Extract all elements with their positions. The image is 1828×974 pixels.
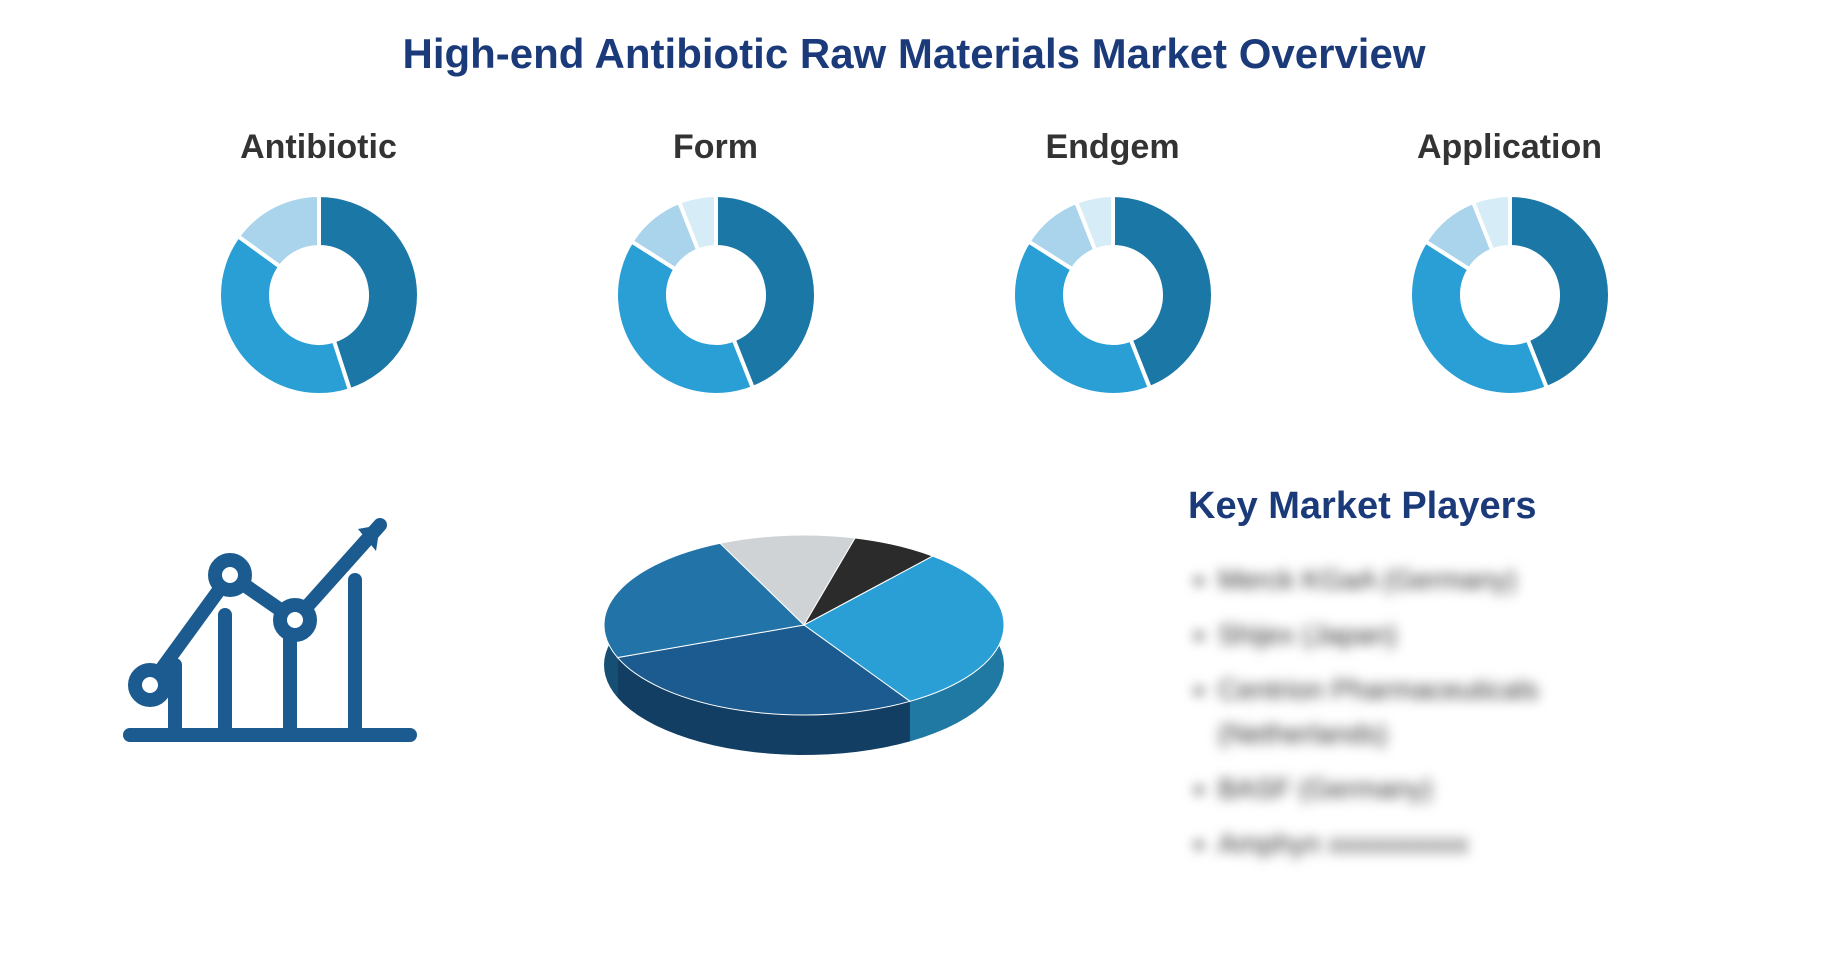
pie-3d-chart	[564, 485, 1044, 785]
donut-application: Application	[1400, 128, 1620, 405]
page-title: High-end Antibiotic Raw Materials Market…	[120, 30, 1708, 78]
donut-label-antibiotic: Antibiotic	[240, 128, 397, 167]
donut-label-form: Form	[673, 128, 758, 167]
donut-chart-application	[1400, 185, 1620, 405]
list-item: Shijex (Japan)	[1218, 613, 1708, 658]
key-players-title: Key Market Players	[1188, 485, 1708, 528]
donut-label-endgem: Endgem	[1045, 128, 1179, 167]
donut-form: Form	[606, 128, 826, 405]
list-item: Centrion Pharmaceuticals (Netherlands)	[1218, 668, 1708, 758]
key-players-list: Merck KGaA (Germany) Shijex (Japan) Centri…	[1188, 558, 1708, 867]
key-players-block: Key Market Players Merck KGaA (Germany) S…	[1188, 485, 1708, 877]
donut-row: Antibiotic Form Endgem Application	[120, 128, 1708, 405]
donut-chart-antibiotic	[209, 185, 429, 405]
list-item: Amphyn xxxxxxxxxx	[1218, 822, 1708, 867]
donut-chart-form	[606, 185, 826, 405]
list-item: Merck KGaA (Germany)	[1218, 558, 1708, 603]
donut-chart-endgem	[1003, 185, 1223, 405]
donut-antibiotic: Antibiotic	[209, 128, 429, 405]
growth-chart-icon	[120, 485, 420, 745]
donut-endgem: Endgem	[1003, 128, 1223, 405]
list-item: BASF (Germany)	[1218, 767, 1708, 812]
bottom-row: Key Market Players Merck KGaA (Germany) S…	[120, 485, 1708, 877]
donut-label-application: Application	[1417, 128, 1602, 167]
